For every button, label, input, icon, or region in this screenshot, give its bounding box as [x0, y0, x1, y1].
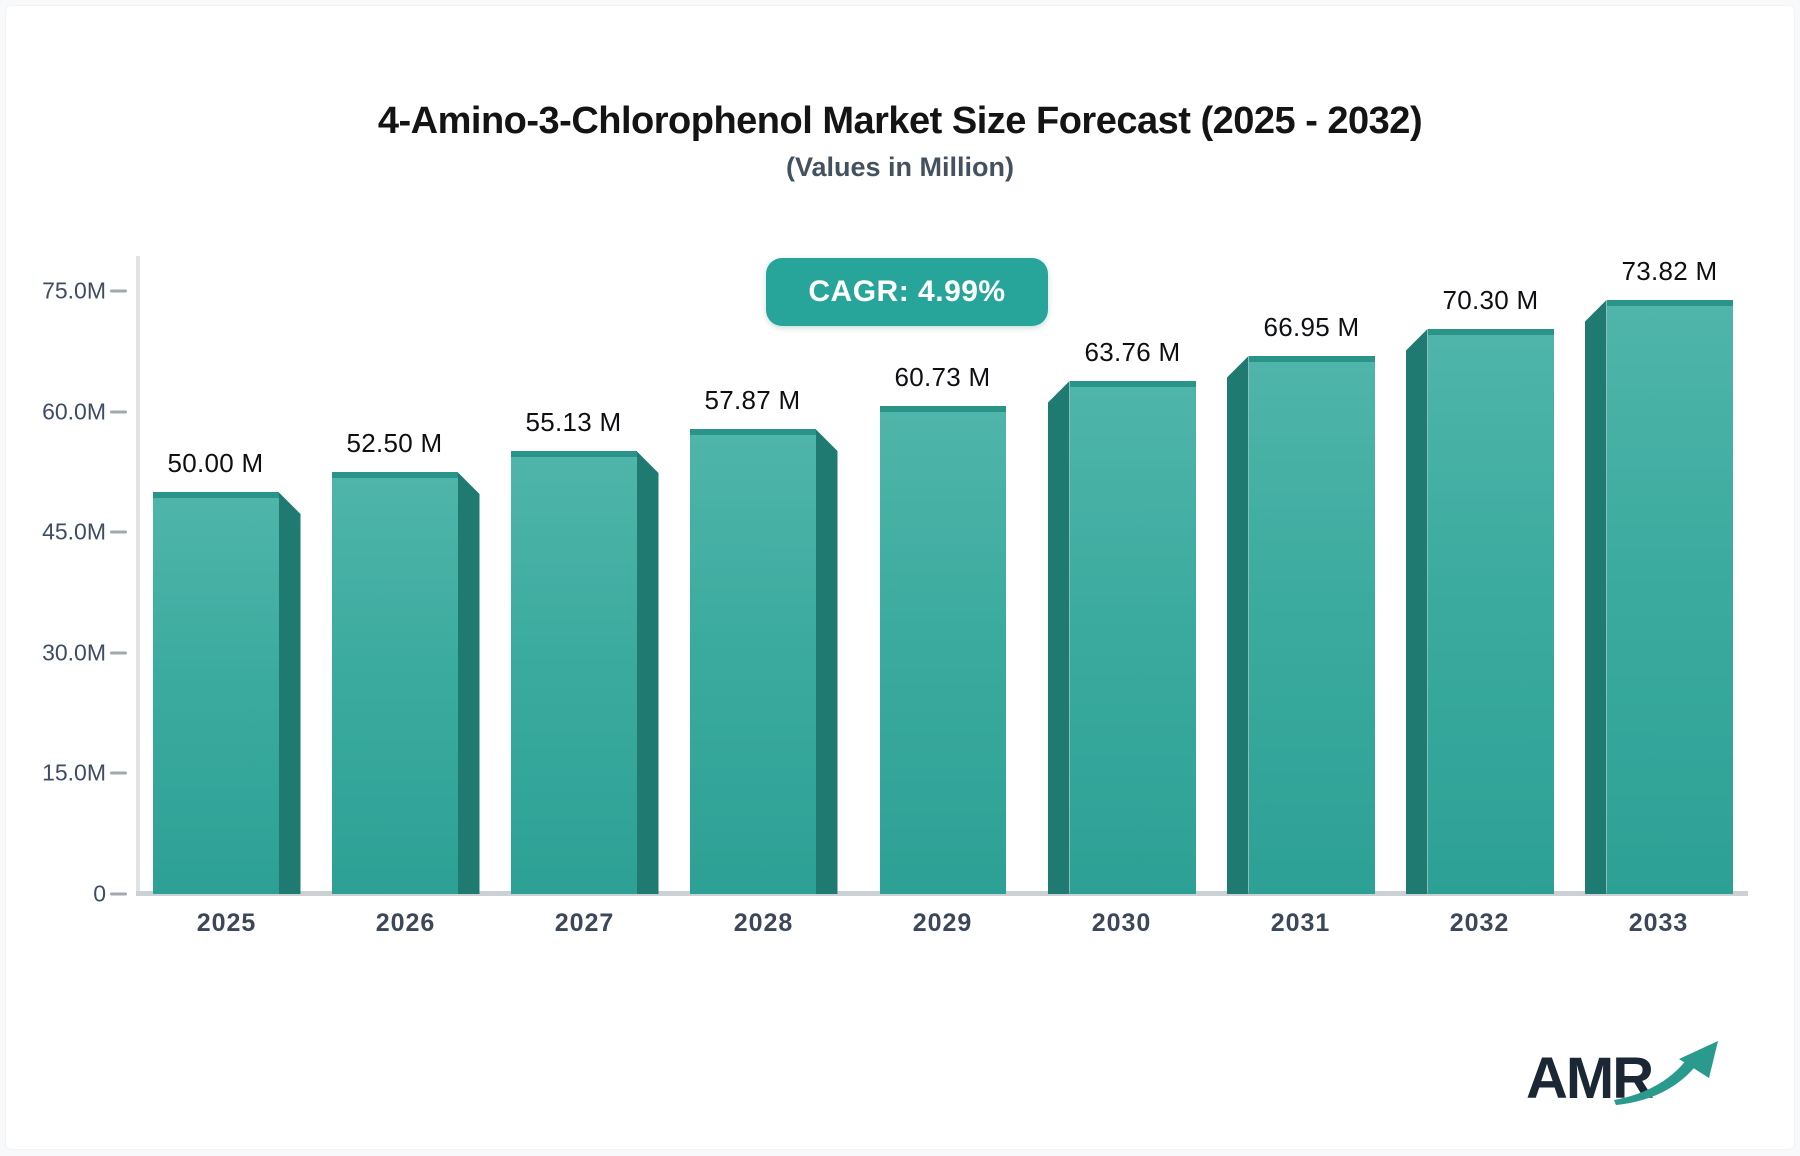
bar-top-edge: [1069, 381, 1196, 387]
bar-value-label: 55.13 M: [525, 407, 622, 437]
x-axis-category-label: 2032: [1449, 909, 1510, 937]
bar-2025: [152, 492, 279, 894]
x-axis-category-label: 2029: [912, 909, 973, 937]
bar-3d-side: [1584, 300, 1607, 894]
bar-top-edge: [1248, 356, 1375, 362]
bar-top-edge: [152, 492, 279, 498]
bar-3d-side: [815, 429, 838, 894]
bar-value-label: 73.82 M: [1621, 256, 1718, 286]
x-axis-category-label: 2026: [375, 909, 436, 937]
bar-top-edge: [510, 451, 637, 457]
x-axis-category-label: 2031: [1270, 909, 1331, 937]
cagr-badge: CAGR: 4.99%: [766, 258, 1048, 326]
bar-value-label: 52.50 M: [346, 428, 443, 458]
bar-chart-plot-area: 0 15.0M 30.0M 45.0M 60.0M 75.0M 50.00 M 2025 52.…: [6, 6, 1794, 1149]
bar-top-edge: [1427, 329, 1554, 335]
chart-subtitle: (Values in Million): [785, 152, 1015, 182]
y-axis-line: [136, 256, 140, 894]
growth-arrow-head-icon: [1679, 1041, 1718, 1078]
bar-value-label: 66.95 M: [1263, 312, 1360, 342]
bar-3d-side: [1226, 356, 1249, 894]
x-axis-category-label: 2025: [196, 909, 257, 937]
bar-value-label: 63.76 M: [1084, 337, 1181, 367]
bar-3d-side: [1405, 329, 1428, 894]
y-axis-tick-label: 45.0M: [42, 518, 106, 545]
x-axis-category-label: 2033: [1628, 909, 1689, 937]
bar-top-edge: [879, 406, 1006, 412]
bar-2029: [879, 406, 1006, 894]
y-axis-tick-mark: [110, 530, 127, 534]
y-axis-tick-label: 0: [93, 880, 106, 907]
x-axis-category-label: 2030: [1091, 909, 1152, 937]
amr-logo: AMR: [1526, 1041, 1718, 1111]
cagr-badge-label: CAGR: 4.99%: [808, 275, 1006, 308]
bar-2026: [331, 472, 458, 894]
y-axis-tick-mark: [110, 651, 127, 655]
y-axis-tick-label: 15.0M: [42, 759, 106, 786]
bar-value-label: 50.00 M: [167, 448, 264, 478]
bar-3d-side: [636, 451, 659, 894]
bar-2032: [1427, 329, 1554, 894]
y-axis-tick-mark: [110, 771, 127, 775]
x-axis-category-label: 2027: [554, 909, 615, 937]
chart-title: 4-Amino-3-Chlorophenol Market Size Forec…: [377, 100, 1423, 142]
bar-3d-side: [278, 492, 301, 894]
y-axis-tick-label: 75.0M: [42, 277, 106, 304]
y-axis-tick-mark: [110, 289, 127, 293]
chart-card: 4-Amino-3-Chlorophenol Market Size Forec…: [5, 5, 1795, 1150]
y-axis-tick-mark: [110, 410, 127, 414]
bar-2033: [1606, 300, 1733, 894]
bar-top-edge: [1606, 300, 1733, 306]
bar-top-edge: [689, 429, 816, 435]
bar-2030: [1069, 381, 1196, 894]
bar-3d-side: [457, 472, 480, 894]
bar-2031: [1248, 356, 1375, 894]
bar-3d-side: [1047, 381, 1070, 894]
y-axis-tick-label: 30.0M: [42, 639, 106, 666]
y-axis-tick-label: 60.0M: [42, 398, 106, 425]
x-axis-category-label: 2028: [733, 909, 794, 937]
bar-value-label: 57.87 M: [704, 385, 801, 415]
bar-2028: [689, 429, 816, 894]
y-axis-tick-mark: [110, 892, 127, 896]
bar-value-label: 70.30 M: [1442, 285, 1539, 315]
bar-value-label: 60.73 M: [894, 362, 991, 392]
bar-2027: [510, 451, 637, 894]
bar-top-edge: [331, 472, 458, 478]
